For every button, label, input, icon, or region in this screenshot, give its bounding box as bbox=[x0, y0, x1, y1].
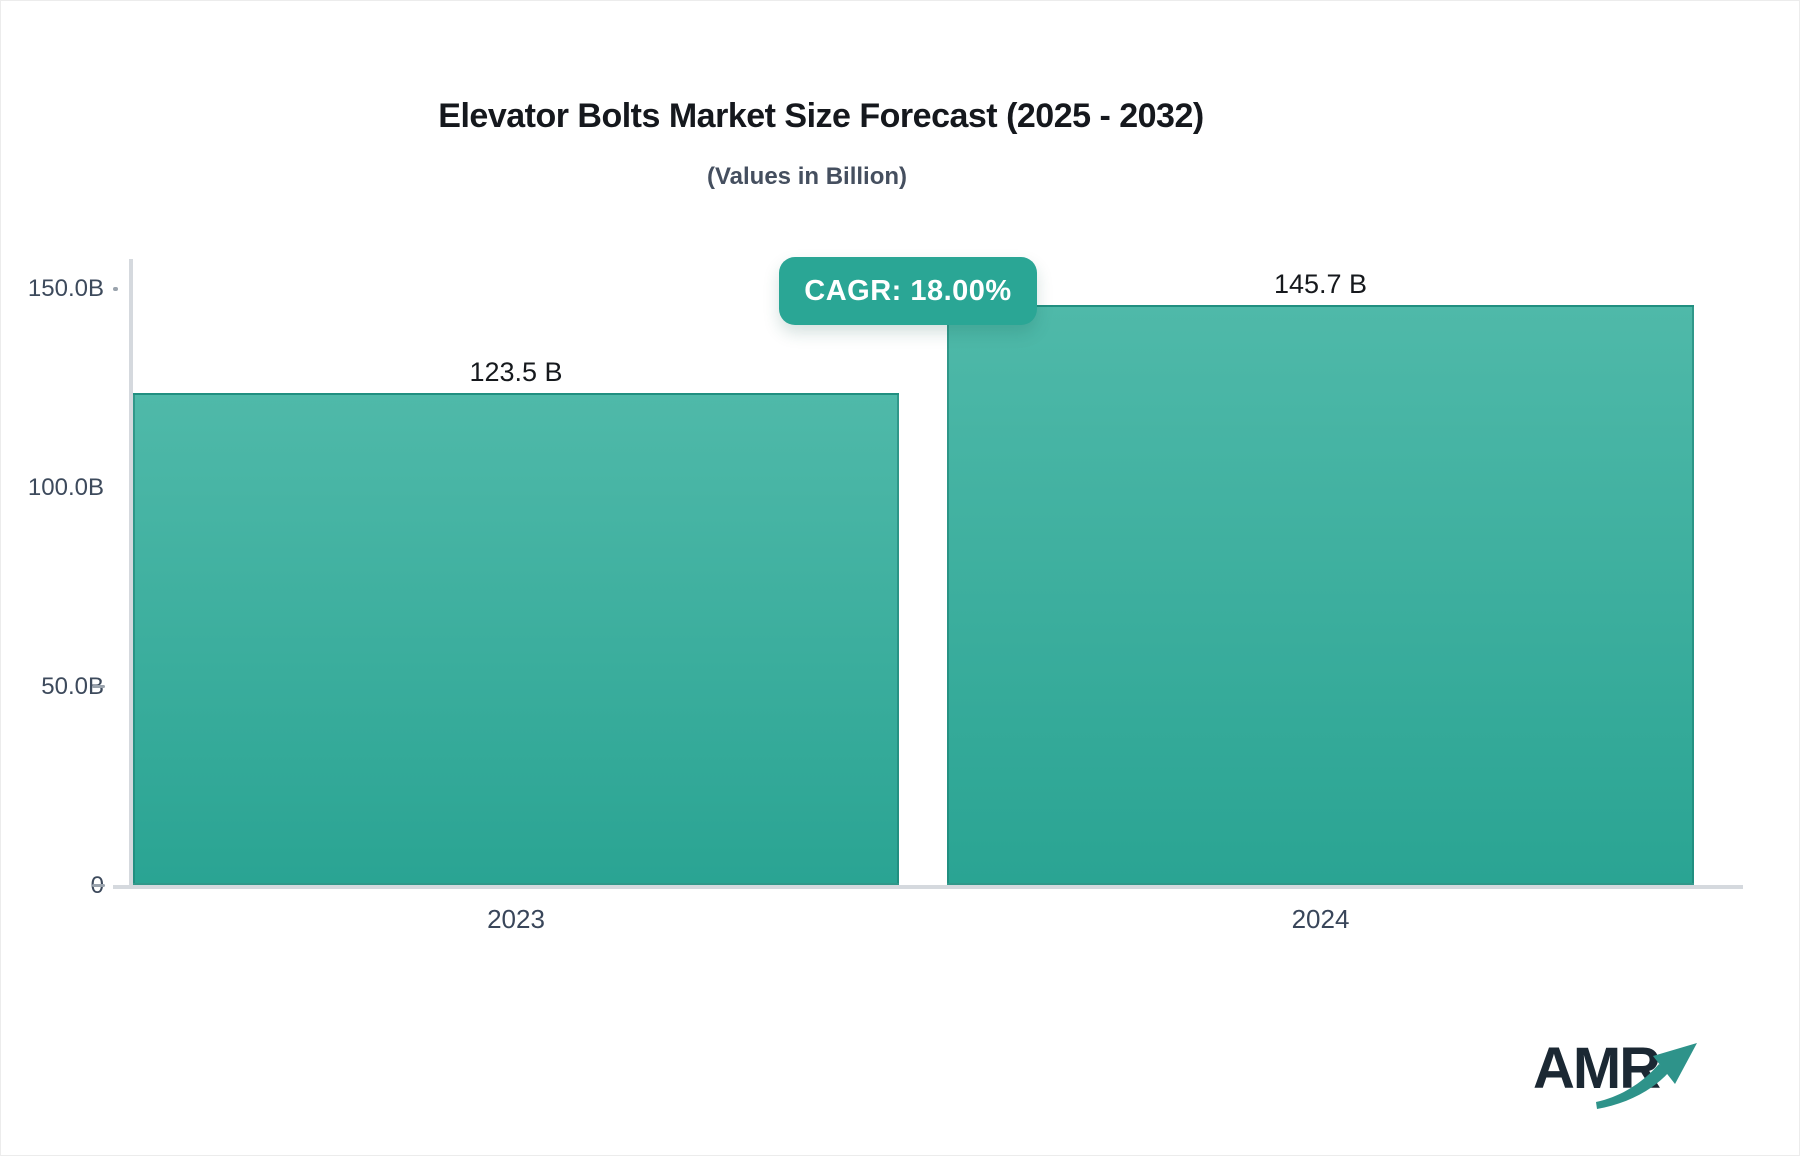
amr-logo: AMR bbox=[1533, 1035, 1713, 1125]
ytick-label-150: 150.0B bbox=[27, 275, 104, 302]
growth-arrow-icon bbox=[1596, 1043, 1697, 1109]
xtick-label-2024: 2024 bbox=[1291, 904, 1350, 934]
xtick-label-2023: 2023 bbox=[487, 904, 545, 934]
bar-2024[interactable] bbox=[947, 305, 1694, 885]
ytick-mark-50 bbox=[92, 685, 105, 688]
ytick-mark-0 bbox=[92, 884, 105, 887]
ytick-label-0: 0 bbox=[6, 872, 104, 900]
cagr-badge: CAGR: 18.00% bbox=[779, 257, 1037, 325]
ytick-label-50: 50.0B bbox=[41, 673, 104, 700]
ytick-mark-150 bbox=[113, 287, 118, 291]
value-label-2023: 123.5 B bbox=[469, 357, 563, 388]
bar-2023[interactable] bbox=[133, 393, 899, 885]
chart-title: Elevator Bolts Market Size Forecast (202… bbox=[438, 97, 1204, 135]
ytick-label-100: 100.0B bbox=[27, 474, 104, 501]
x-axis-line bbox=[113, 885, 1743, 889]
chart-subtitle: (Values in Billion) bbox=[706, 163, 908, 190]
y-axis-line bbox=[129, 259, 133, 889]
cagr-badge-label: CAGR: 18.00% bbox=[804, 274, 1012, 307]
value-label-2024: 145.7 B bbox=[1273, 269, 1368, 300]
